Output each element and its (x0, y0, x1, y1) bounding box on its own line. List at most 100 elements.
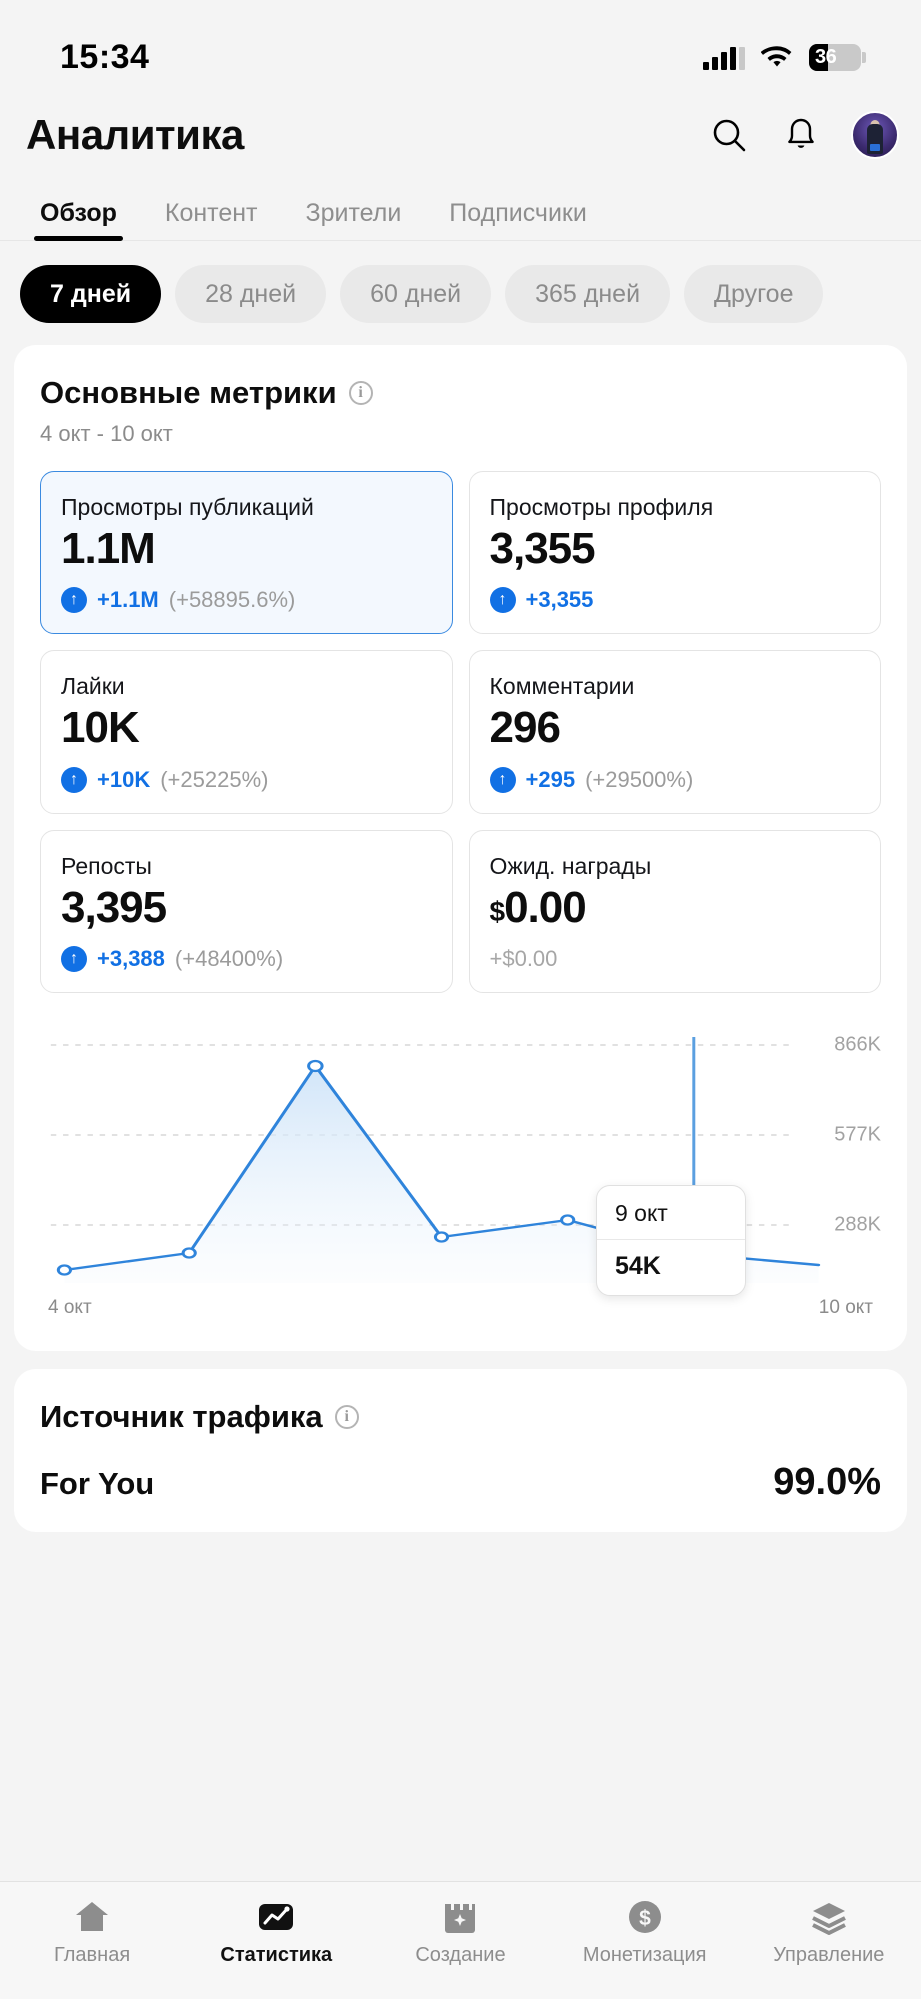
metric-delta-percent: (+25225%) (160, 766, 269, 792)
tooltip-date: 9 окт (597, 1186, 745, 1241)
nav-label: Управление (773, 1944, 885, 1966)
currency-symbol: $ (489, 895, 506, 927)
chart-ytick-0: 866K (834, 1033, 881, 1056)
traffic-source-header: Источник трафика i (40, 1399, 881, 1435)
search-icon[interactable] (707, 113, 751, 157)
info-icon[interactable]: i (348, 381, 373, 405)
metric-delta: ↑ +1.1M (+58895.6%) (61, 587, 432, 614)
chart-svg (50, 1037, 821, 1284)
analytics-tabs: Обзор Контент Зрители Подписчики (0, 175, 921, 241)
tab-overview[interactable]: Обзор (16, 199, 141, 241)
arrow-up-icon: ↑ (489, 587, 516, 614)
nav-item-analytics[interactable]: Статистика (188, 1898, 364, 1967)
metric-card-profile-views[interactable]: Просмотры профиля 3,355 ↑ +3,355 (468, 471, 881, 635)
metric-delta: ↑ +3,355 (489, 587, 861, 614)
chip-7-days[interactable]: 7 дней (20, 265, 162, 323)
key-metrics-date-range: 4 окт - 10 окт (40, 421, 173, 446)
metric-delta: ↑ +295 (+29500%) (489, 766, 861, 793)
metrics-chart[interactable]: 866K 577K 288K 9 окт 54K (40, 1023, 881, 1323)
metric-delta-percent: (+58895.6%) (168, 587, 296, 613)
metric-label: Репосты (61, 852, 152, 879)
status-bar: 15:34 36 (0, 0, 921, 95)
arrow-up-icon: ↑ (61, 946, 87, 973)
arrow-up-icon: ↑ (489, 766, 516, 793)
metric-value: 296 (489, 703, 561, 753)
traffic-source-panel: Источник трафика i For You 99.0% (14, 1369, 907, 1533)
key-metrics-header: Основные метрики i (40, 375, 881, 411)
metric-label: Ожид. награды (489, 852, 652, 879)
chart-x-start: 4 окт (48, 1297, 92, 1319)
metric-delta-value: +3,355 (525, 587, 594, 613)
chip-60-days[interactable]: 60 дней (340, 265, 492, 323)
metric-card-grid: Просмотры публикаций 1.1M ↑ +1.1M (+5889… (40, 471, 881, 994)
traffic-source-percent: 99.0% (773, 1461, 881, 1504)
tab-viewers[interactable]: Зрители (305, 199, 402, 227)
battery-icon: 36 (809, 44, 866, 71)
battery-percent: 36 (815, 46, 837, 68)
header-actions (707, 111, 899, 159)
traffic-row: For You 99.0% (40, 1461, 881, 1504)
tab-followers[interactable]: Подписчики (449, 199, 587, 227)
wifi-icon (760, 45, 793, 70)
dollar-icon: $ (625, 1898, 665, 1936)
chart-ytick-1: 577K (834, 1123, 881, 1146)
metric-label: Просмотры профиля (489, 494, 714, 520)
metric-delta-value: +3,388 (97, 946, 165, 972)
page-title: Аналитика (26, 111, 244, 158)
chart-ytick-2: 288K (834, 1213, 881, 1236)
arrow-up-icon: ↑ (61, 587, 87, 614)
metric-delta: ↑ +10K (+25225%) (61, 766, 432, 793)
nav-item-home[interactable]: Главная (4, 1898, 180, 1967)
chip-28-days[interactable]: 28 дней (175, 265, 327, 323)
metric-card-likes[interactable]: Лайки 10K ↑ +10K (+25225%) (40, 650, 453, 814)
chart-tooltip: 9 окт 54K (596, 1185, 746, 1297)
chart-x-end: 10 окт (818, 1297, 873, 1319)
arrow-up-icon: ↑ (61, 766, 87, 793)
metric-value: 0.00 (504, 882, 587, 932)
metric-delta-percent: (+29500%) (585, 766, 694, 792)
create-icon (440, 1898, 480, 1936)
metric-delta-value: +295 (525, 766, 576, 792)
bottom-navigation: Главная Статистика Создание $ Монетизаци… (0, 1881, 921, 1999)
metric-card-estimated-rewards[interactable]: Ожид. награды $0.00 +$0.00 (468, 829, 881, 994)
metric-card-post-views[interactable]: Просмотры публикаций 1.1M ↑ +1.1M (+5889… (40, 471, 453, 635)
chip-custom[interactable]: Другое (684, 265, 824, 323)
nav-label: Создание (415, 1944, 506, 1966)
metric-delta-value: +10K (97, 766, 151, 792)
traffic-source-title: Источник трафика (40, 1399, 323, 1435)
layers-icon (809, 1898, 849, 1936)
metric-label: Комментарии (489, 673, 635, 700)
tab-content[interactable]: Контент (164, 199, 258, 227)
status-time: 15:34 (60, 38, 150, 76)
nav-label: Статистика (220, 1944, 333, 1966)
traffic-source-name: For You (40, 1466, 155, 1502)
metric-value-wrap: $0.00 (489, 882, 861, 932)
info-icon[interactable]: i (334, 1405, 359, 1430)
metric-value: 3,395 (61, 882, 167, 932)
nav-item-manage[interactable]: Управление (741, 1898, 917, 1967)
metric-card-shares[interactable]: Репосты 3,395 ↑ +3,388 (+48400%) (40, 829, 453, 994)
metric-card-comments[interactable]: Комментарии 296 ↑ +295 (+29500%) (468, 650, 881, 814)
avatar[interactable] (851, 111, 899, 159)
key-metrics-panel: Основные метрики i 4 окт - 10 окт Просмо… (14, 345, 907, 1352)
metric-label: Лайки (61, 673, 125, 700)
nav-label: Монетизация (582, 1944, 707, 1966)
metric-value: 1.1M (61, 524, 156, 573)
metric-label: Просмотры публикаций (61, 494, 314, 520)
nav-item-create[interactable]: Создание (372, 1898, 548, 1967)
svg-text:$: $ (639, 1907, 651, 1930)
home-icon (72, 1898, 112, 1936)
metric-delta-muted: +$0.00 (489, 946, 558, 972)
tooltip-value: 54K (615, 1252, 661, 1281)
metric-delta-percent: (+48400%) (174, 946, 284, 972)
key-metrics-title: Основные метрики (40, 375, 337, 410)
bell-icon[interactable] (779, 113, 823, 157)
nav-item-monetization[interactable]: $ Монетизация (557, 1898, 733, 1967)
metric-value: 3,355 (489, 524, 596, 573)
metric-delta-value: +1.1M (97, 587, 159, 613)
date-range-chips: 7 дней 28 дней 60 дней 365 дней Другое (0, 241, 921, 345)
metric-value: 10K (61, 703, 140, 753)
nav-label: Главная (54, 1944, 131, 1966)
chart-x-labels: 4 окт 10 окт (40, 1291, 881, 1319)
chip-365-days[interactable]: 365 дней (505, 265, 671, 323)
